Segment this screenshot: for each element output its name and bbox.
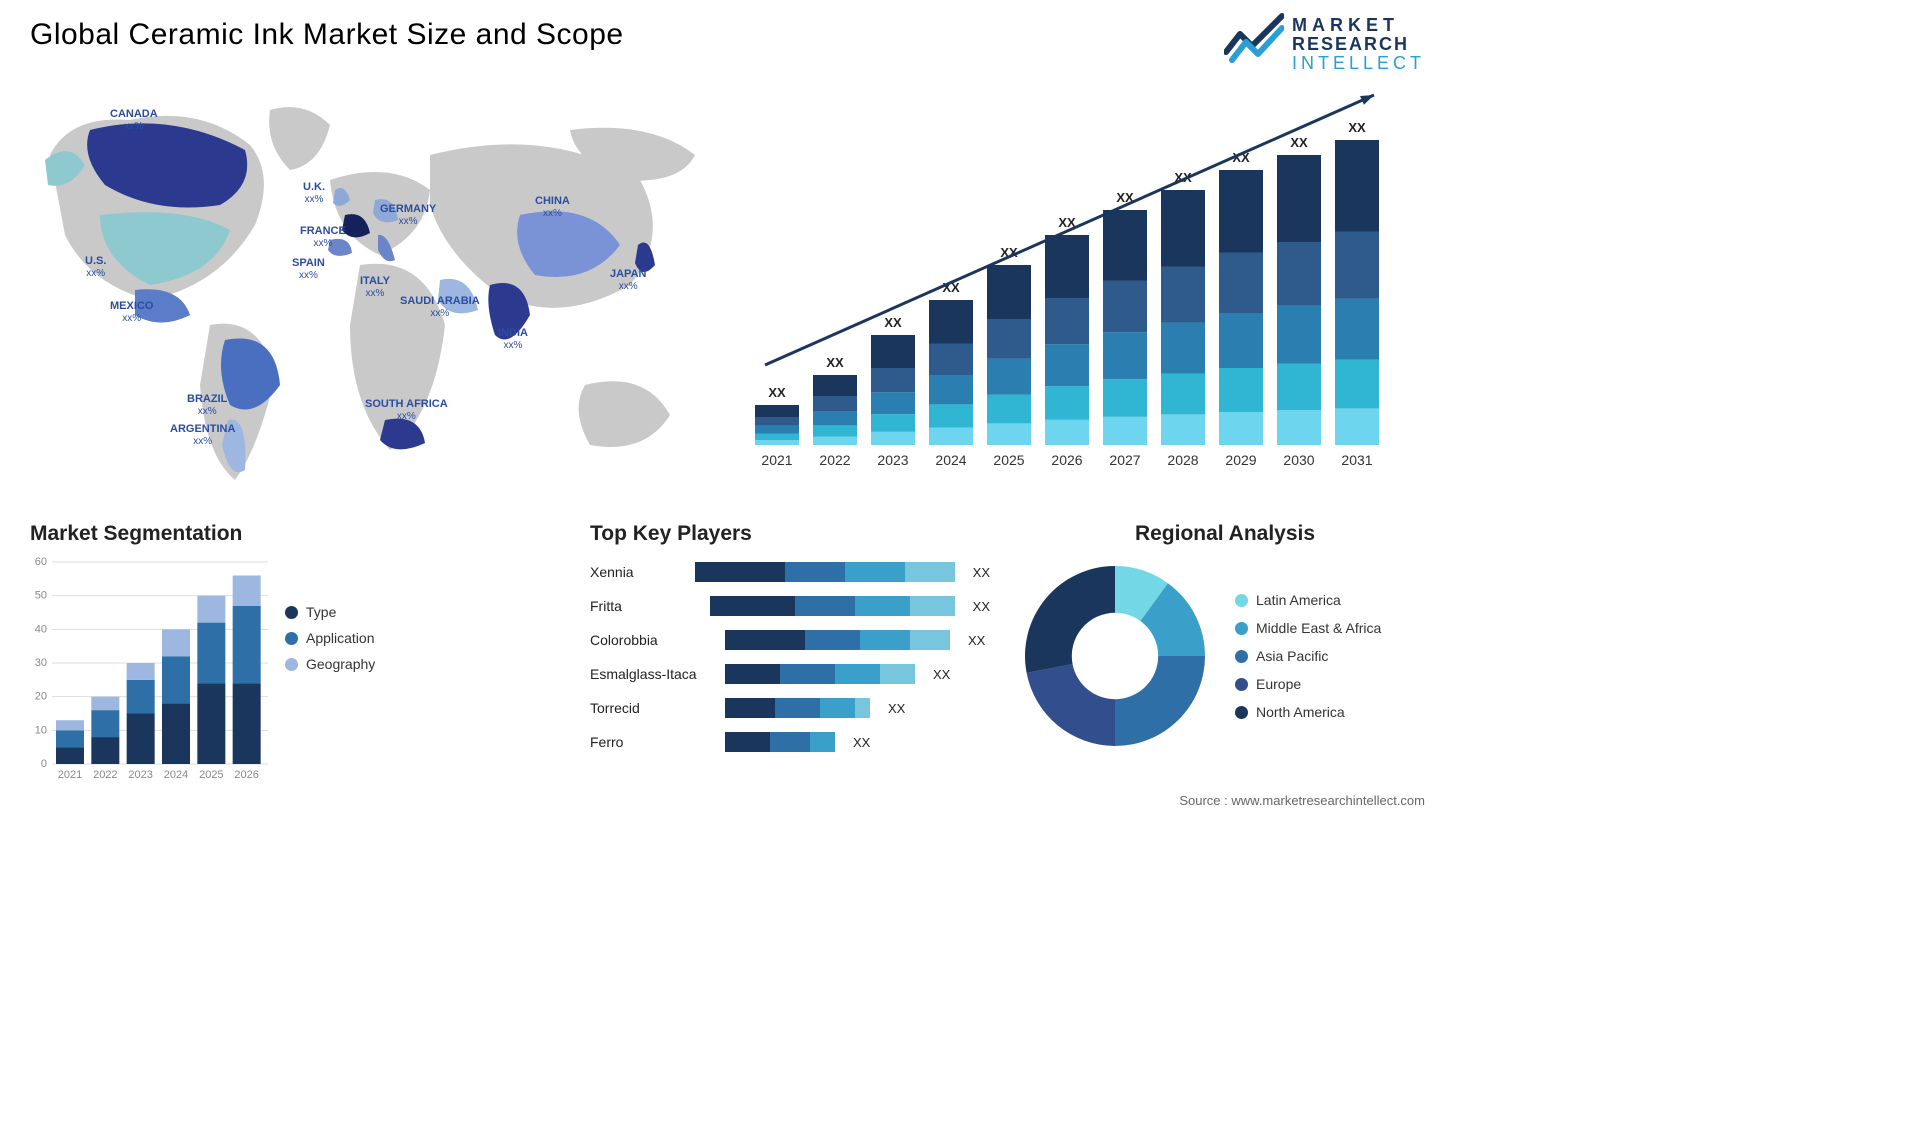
map-label: U.S.xx% bbox=[85, 255, 106, 279]
player-name: Esmalglass-Itaca bbox=[590, 666, 715, 682]
player-value: XX bbox=[973, 565, 990, 580]
svg-text:XX: XX bbox=[768, 385, 786, 400]
regional-donut bbox=[1015, 556, 1215, 756]
player-bar bbox=[725, 664, 915, 684]
svg-text:XX: XX bbox=[1290, 135, 1308, 150]
svg-text:30: 30 bbox=[35, 657, 47, 669]
segmentation-chart: 0 10 20 30 40 50 60 2021 2022 2023 2024 2025 2026 bbox=[30, 554, 270, 784]
svg-text:2027: 2027 bbox=[1109, 452, 1140, 468]
svg-text:XX: XX bbox=[826, 355, 844, 370]
map-label: BRAZILxx% bbox=[187, 393, 227, 417]
player-value: XX bbox=[973, 599, 990, 614]
svg-text:50: 50 bbox=[35, 590, 47, 602]
svg-text:2024: 2024 bbox=[164, 769, 188, 781]
map-label: SPAINxx% bbox=[292, 257, 325, 281]
map-label: MEXICOxx% bbox=[110, 300, 153, 324]
map-label: SAUDI ARABIAxx% bbox=[400, 295, 480, 319]
player-bar bbox=[710, 596, 955, 616]
svg-text:10: 10 bbox=[35, 724, 47, 736]
svg-text:20: 20 bbox=[35, 691, 47, 703]
segmentation-section: Market Segmentation 0 10 20 30 40 50 60 2021 202… bbox=[30, 522, 450, 784]
player-bar bbox=[725, 698, 870, 718]
player-value: XX bbox=[968, 633, 985, 648]
svg-text:XX: XX bbox=[884, 315, 902, 330]
svg-text:2022: 2022 bbox=[819, 452, 850, 468]
map-label: CHINAxx% bbox=[535, 195, 570, 219]
player-row: Xennia XX bbox=[590, 560, 990, 584]
player-name: Torrecid bbox=[590, 700, 715, 716]
player-row: Esmalglass-Itaca XX bbox=[590, 662, 990, 686]
player-bar bbox=[725, 732, 835, 752]
player-row: Ferro XX bbox=[590, 730, 990, 754]
brand-logo: MARKET RESEARCH INTELLECT bbox=[1224, 12, 1425, 77]
segmentation-legend: Type Application Geography bbox=[285, 604, 375, 672]
svg-text:2030: 2030 bbox=[1283, 452, 1314, 468]
player-name: Colorobbia bbox=[590, 632, 715, 648]
svg-text:2025: 2025 bbox=[993, 452, 1024, 468]
legend-item: Asia Pacific bbox=[1235, 648, 1381, 664]
legend-item: Middle East & Africa bbox=[1235, 620, 1381, 636]
legend-item: Europe bbox=[1235, 676, 1381, 692]
regional-section: Regional Analysis Latin America Middle Ea… bbox=[1015, 522, 1435, 756]
player-value: XX bbox=[853, 735, 870, 750]
svg-text:0: 0 bbox=[41, 758, 47, 770]
players-title: Top Key Players bbox=[590, 522, 990, 546]
page-title: Global Ceramic Ink Market Size and Scope bbox=[30, 18, 624, 52]
legend-item: Application bbox=[285, 630, 375, 646]
logo-line2: RESEARCH bbox=[1292, 35, 1425, 54]
logo-text: MARKET RESEARCH INTELLECT bbox=[1292, 16, 1425, 73]
legend-item: Type bbox=[285, 604, 375, 620]
player-bar bbox=[725, 630, 950, 650]
map-label: U.K.xx% bbox=[303, 181, 325, 205]
logo-line1: MARKET bbox=[1292, 16, 1425, 35]
players-chart: XenniaXXFrittaXXColorobbiaXXEsmalglass-I… bbox=[590, 560, 990, 754]
svg-text:2023: 2023 bbox=[877, 452, 908, 468]
svg-text:2021: 2021 bbox=[761, 452, 792, 468]
player-value: XX bbox=[888, 701, 905, 716]
svg-text:2024: 2024 bbox=[935, 452, 966, 468]
source-credit: Source : www.marketresearchintellect.com bbox=[1179, 793, 1425, 808]
segmentation-title: Market Segmentation bbox=[30, 522, 450, 546]
svg-text:XX: XX bbox=[1348, 120, 1366, 135]
svg-text:60: 60 bbox=[35, 556, 47, 568]
map-label: JAPANxx% bbox=[610, 268, 646, 292]
svg-text:2029: 2029 bbox=[1225, 452, 1256, 468]
map-label: GERMANYxx% bbox=[380, 203, 436, 227]
legend-item: North America bbox=[1235, 704, 1381, 720]
svg-text:40: 40 bbox=[35, 623, 47, 635]
svg-text:2026: 2026 bbox=[234, 769, 258, 781]
map-label: CANADAxx% bbox=[110, 108, 158, 132]
main-forecast-chart: XX2021XX2022XX2023XX2024XX2025XX2026XX20… bbox=[735, 85, 1395, 480]
svg-text:2021: 2021 bbox=[58, 769, 82, 781]
regional-legend: Latin America Middle East & Africa Asia Pa… bbox=[1235, 592, 1381, 720]
player-bar bbox=[695, 562, 955, 582]
player-name: Ferro bbox=[590, 734, 715, 750]
svg-text:2025: 2025 bbox=[199, 769, 223, 781]
map-label: FRANCExx% bbox=[300, 225, 346, 249]
svg-text:2022: 2022 bbox=[93, 769, 117, 781]
player-name: Xennia bbox=[590, 564, 685, 580]
svg-text:2023: 2023 bbox=[128, 769, 152, 781]
players-section: Top Key Players XenniaXXFrittaXXColorobb… bbox=[590, 522, 990, 754]
legend-item: Geography bbox=[285, 656, 375, 672]
legend-item: Latin America bbox=[1235, 592, 1381, 608]
svg-text:2026: 2026 bbox=[1051, 452, 1082, 468]
player-value: XX bbox=[933, 667, 950, 682]
map-label: INDIAxx% bbox=[498, 327, 528, 351]
map-label: ITALYxx% bbox=[360, 275, 390, 299]
player-name: Fritta bbox=[590, 598, 700, 614]
map-label: ARGENTINAxx% bbox=[170, 423, 235, 447]
logo-line3: INTELLECT bbox=[1292, 54, 1425, 73]
svg-text:2028: 2028 bbox=[1167, 452, 1198, 468]
player-row: Fritta XX bbox=[590, 594, 990, 618]
map-label: SOUTH AFRICAxx% bbox=[365, 398, 448, 422]
player-row: Colorobbia XX bbox=[590, 628, 990, 652]
player-row: Torrecid XX bbox=[590, 696, 990, 720]
world-map: CANADAxx% U.S.xx%MEXICOxx% BRAZILxx% ARGENT… bbox=[30, 85, 710, 495]
regional-title: Regional Analysis bbox=[1015, 522, 1435, 546]
logo-mark-icon bbox=[1224, 12, 1284, 77]
svg-text:2031: 2031 bbox=[1341, 452, 1372, 468]
